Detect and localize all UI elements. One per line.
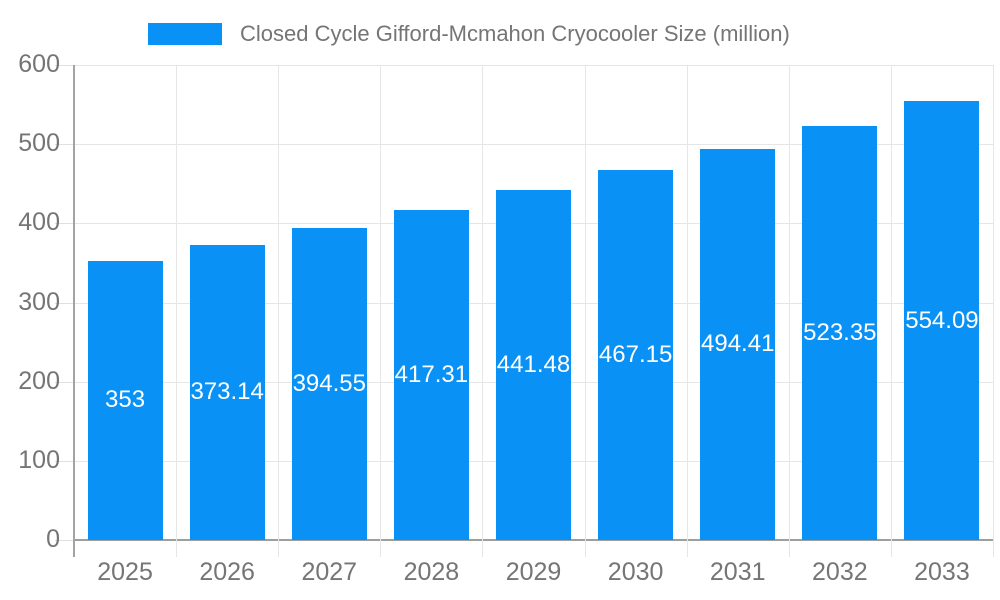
y-axis-tick <box>55 144 74 146</box>
y-axis-tick <box>55 540 74 541</box>
gridline-horizontal <box>74 65 993 66</box>
y-axis-line <box>73 65 75 557</box>
x-axis-label: 2027 <box>301 558 358 586</box>
bar-value-label: 353 <box>105 386 146 414</box>
bar-value-label: 554.09 <box>905 306 979 334</box>
x-axis-label: 2031 <box>709 558 766 586</box>
bar-value-label: 494.41 <box>701 330 775 358</box>
y-axis-label: 0 <box>46 525 60 553</box>
bar-2027[interactable] <box>291 227 367 540</box>
bar-value-label: 417.31 <box>394 360 469 388</box>
gridline-vertical <box>380 65 382 557</box>
gridline-vertical <box>686 65 688 557</box>
y-axis-label: 400 <box>18 208 60 237</box>
x-axis-label: 2029 <box>505 558 562 586</box>
x-axis-label: 2030 <box>607 558 664 586</box>
bar-2032[interactable] <box>802 125 878 540</box>
bar-value-label: 441.48 <box>496 351 571 379</box>
gridline-horizontal <box>74 144 993 146</box>
x-axis-label: 2032 <box>812 558 868 586</box>
x-axis-line <box>73 539 993 541</box>
gridline-vertical <box>278 65 280 557</box>
bar-value-label: 373.14 <box>190 378 264 406</box>
gridline-vertical <box>788 65 790 557</box>
legend-swatch <box>148 23 222 45</box>
y-axis-label: 500 <box>18 129 60 158</box>
y-axis-tick <box>55 460 74 462</box>
bar-2031[interactable] <box>700 148 776 540</box>
bar-value-label: 467.15 <box>598 341 673 369</box>
bar-2029[interactable] <box>496 190 571 540</box>
x-axis-label: 2028 <box>403 558 460 586</box>
gridline-vertical <box>584 65 586 557</box>
y-axis-label: 200 <box>18 366 60 395</box>
gridline-vertical <box>890 65 892 557</box>
legend-label: Closed Cycle Gifford-Mcmahon Cryocooler … <box>240 21 790 46</box>
y-axis-label: 300 <box>18 287 60 316</box>
y-axis-tick <box>55 223 74 225</box>
bar-2026[interactable] <box>189 244 265 540</box>
y-axis-label: 600 <box>18 50 60 78</box>
legend-item[interactable]: Closed Cycle Gifford-Mcmahon Cryocooler … <box>148 21 790 47</box>
bar-value-label: 523.35 <box>803 318 877 346</box>
bar-2025[interactable] <box>87 260 163 540</box>
x-axis-label: 2025 <box>97 558 153 586</box>
y-axis-tick <box>55 381 74 383</box>
y-axis-tick <box>55 65 74 66</box>
bar-2028[interactable] <box>393 209 469 540</box>
gridline-vertical <box>176 65 178 557</box>
bar-2030[interactable] <box>598 170 674 540</box>
bar-2033[interactable] <box>904 101 980 540</box>
gridline-vertical <box>482 65 484 557</box>
bar-value-label: 394.55 <box>292 369 366 397</box>
x-axis-label: 2026 <box>199 558 255 586</box>
y-axis-label: 100 <box>18 445 60 474</box>
gridline-vertical <box>993 65 994 557</box>
y-axis-tick <box>55 302 74 304</box>
x-axis-label: 2033 <box>914 558 970 586</box>
